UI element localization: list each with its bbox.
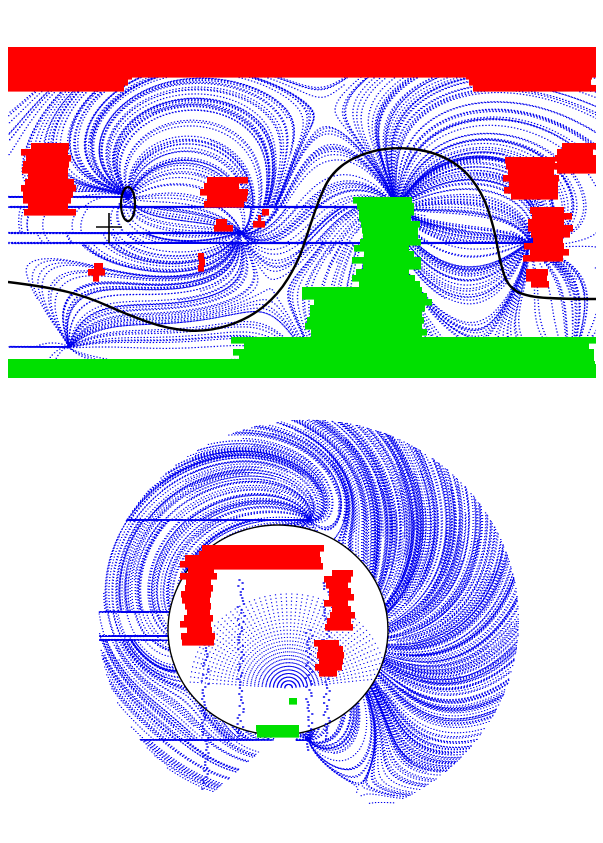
top-red-region-5 (200, 177, 248, 208)
top-red-region-13 (526, 269, 549, 288)
top-red-region-4 (21, 143, 76, 216)
top-red-region-3 (466, 73, 596, 92)
top-red-region-1 (8, 73, 132, 92)
top-green-region-3 (302, 287, 432, 348)
bottom-red-region-3 (314, 640, 344, 677)
top-red-region-9 (523, 207, 573, 262)
bottom-red-region-2 (324, 570, 355, 631)
top-red-region-11 (88, 263, 105, 282)
top-red-region-8 (503, 157, 559, 200)
bottom-green-regions (256, 698, 299, 738)
bottom-green-region-0 (289, 698, 297, 705)
bottom-spine-dots (200, 579, 332, 790)
bottom-red-regions (180, 545, 355, 677)
panel-top-equirectangular-field-map (8, 47, 596, 378)
bottom-green-region-1 (256, 725, 299, 738)
top-o-point-ellipse (119, 185, 137, 223)
bottom-red-region-0 (199, 545, 324, 570)
top-crosshair-marker (96, 213, 122, 243)
bottom-panel-canvas (8, 400, 596, 830)
bottom-red-region-4 (190, 624, 209, 643)
panel-bottom-spherical-field-map (8, 400, 596, 830)
top-red-ceiling-band (8, 47, 596, 71)
top-green-floor-band (8, 364, 596, 378)
top-red-region-6 (253, 209, 269, 228)
top-panel-canvas (8, 47, 596, 378)
top-red-region-10 (555, 143, 596, 174)
top-red-region-12 (198, 253, 205, 272)
top-red-region-7 (214, 219, 233, 232)
top-separatrix-curve (8, 146, 596, 332)
